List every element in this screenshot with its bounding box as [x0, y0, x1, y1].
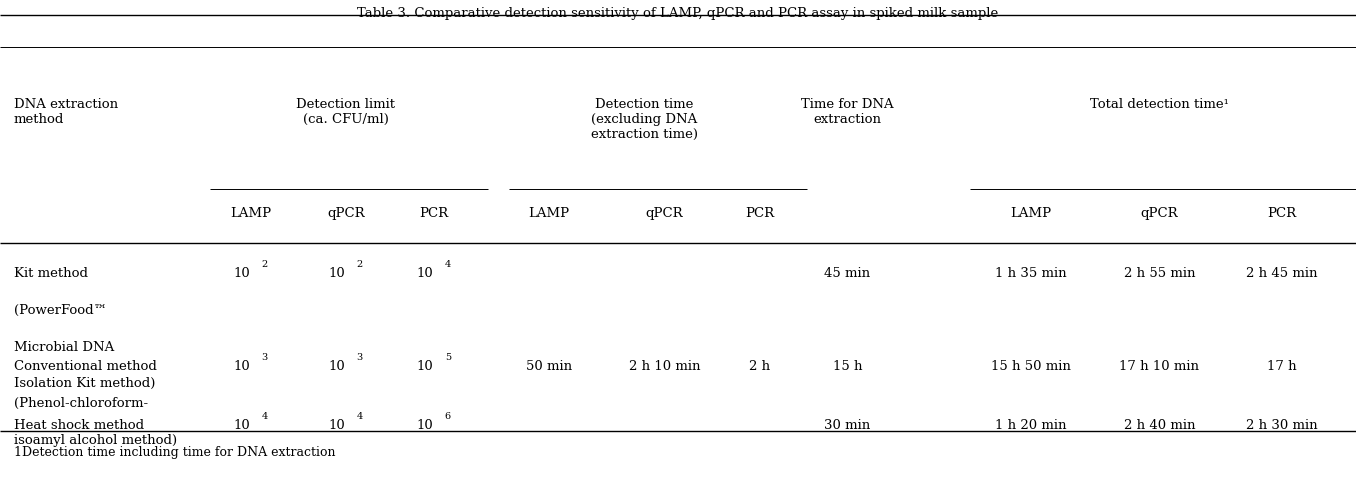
Text: 1 h 35 min: 1 h 35 min: [995, 267, 1066, 280]
Text: 10: 10: [416, 360, 433, 373]
Text: 4: 4: [262, 412, 268, 420]
Text: 2: 2: [262, 260, 268, 269]
Text: 4: 4: [445, 260, 452, 269]
Text: 3: 3: [357, 353, 363, 362]
Text: 6: 6: [445, 412, 452, 420]
Text: Conventional method: Conventional method: [14, 360, 156, 373]
Text: qPCR: qPCR: [327, 207, 365, 220]
Text: 30 min: 30 min: [824, 419, 871, 432]
Text: Isolation Kit method): Isolation Kit method): [14, 377, 155, 391]
Text: Total detection time¹: Total detection time¹: [1090, 98, 1229, 111]
Text: 1Detection time including time for DNA extraction: 1Detection time including time for DNA e…: [14, 446, 335, 459]
Text: 10: 10: [328, 360, 344, 373]
Text: 10: 10: [328, 267, 344, 280]
Text: 15 h: 15 h: [833, 360, 862, 373]
Text: Detection limit
(ca. CFU/ml): Detection limit (ca. CFU/ml): [296, 98, 396, 126]
Text: qPCR: qPCR: [1140, 207, 1178, 220]
Text: 2: 2: [357, 260, 363, 269]
Text: 45 min: 45 min: [824, 267, 871, 280]
Text: 50 min: 50 min: [526, 360, 572, 373]
Text: 17 h 10 min: 17 h 10 min: [1120, 360, 1199, 373]
Text: 10: 10: [233, 267, 250, 280]
Text: LAMP: LAMP: [1010, 207, 1051, 220]
Text: 4: 4: [357, 412, 363, 420]
Text: Microbial DNA: Microbial DNA: [14, 341, 114, 354]
Text: (Phenol-chloroform-: (Phenol-chloroform-: [14, 397, 148, 410]
Text: 2 h: 2 h: [749, 360, 770, 373]
Text: 2 h 30 min: 2 h 30 min: [1246, 419, 1317, 432]
Text: Heat shock method: Heat shock method: [14, 419, 144, 432]
Text: qPCR: qPCR: [645, 207, 683, 220]
Text: DNA extraction
method: DNA extraction method: [14, 98, 118, 126]
Text: 17 h: 17 h: [1267, 360, 1296, 373]
Text: PCR: PCR: [744, 207, 774, 220]
Text: Kit method: Kit method: [14, 267, 88, 280]
Text: Detection time
(excluding DNA
extraction time): Detection time (excluding DNA extraction…: [591, 98, 697, 141]
Text: Time for DNA
extraction: Time for DNA extraction: [801, 98, 894, 126]
Text: 2 h 55 min: 2 h 55 min: [1124, 267, 1195, 280]
Text: PCR: PCR: [419, 207, 449, 220]
Text: 5: 5: [445, 353, 452, 362]
Text: Table 3. Comparative detection sensitivity of LAMP, qPCR and PCR assay in spiked: Table 3. Comparative detection sensitivi…: [358, 7, 998, 21]
Text: PCR: PCR: [1267, 207, 1296, 220]
Text: 10: 10: [233, 360, 250, 373]
Text: (PowerFood™: (PowerFood™: [14, 304, 106, 317]
Text: 2 h 40 min: 2 h 40 min: [1124, 419, 1195, 432]
Text: 10: 10: [416, 267, 433, 280]
Text: LAMP: LAMP: [231, 207, 271, 220]
Text: 15 h 50 min: 15 h 50 min: [991, 360, 1070, 373]
Text: 3: 3: [262, 353, 268, 362]
Text: isoamyl alcohol method): isoamyl alcohol method): [14, 434, 176, 447]
Text: 10: 10: [416, 419, 433, 432]
Text: 10: 10: [233, 419, 250, 432]
Text: 2 h 45 min: 2 h 45 min: [1246, 267, 1317, 280]
Text: 10: 10: [328, 419, 344, 432]
Text: LAMP: LAMP: [529, 207, 570, 220]
Text: 1 h 20 min: 1 h 20 min: [995, 419, 1066, 432]
Text: 2 h 10 min: 2 h 10 min: [629, 360, 700, 373]
